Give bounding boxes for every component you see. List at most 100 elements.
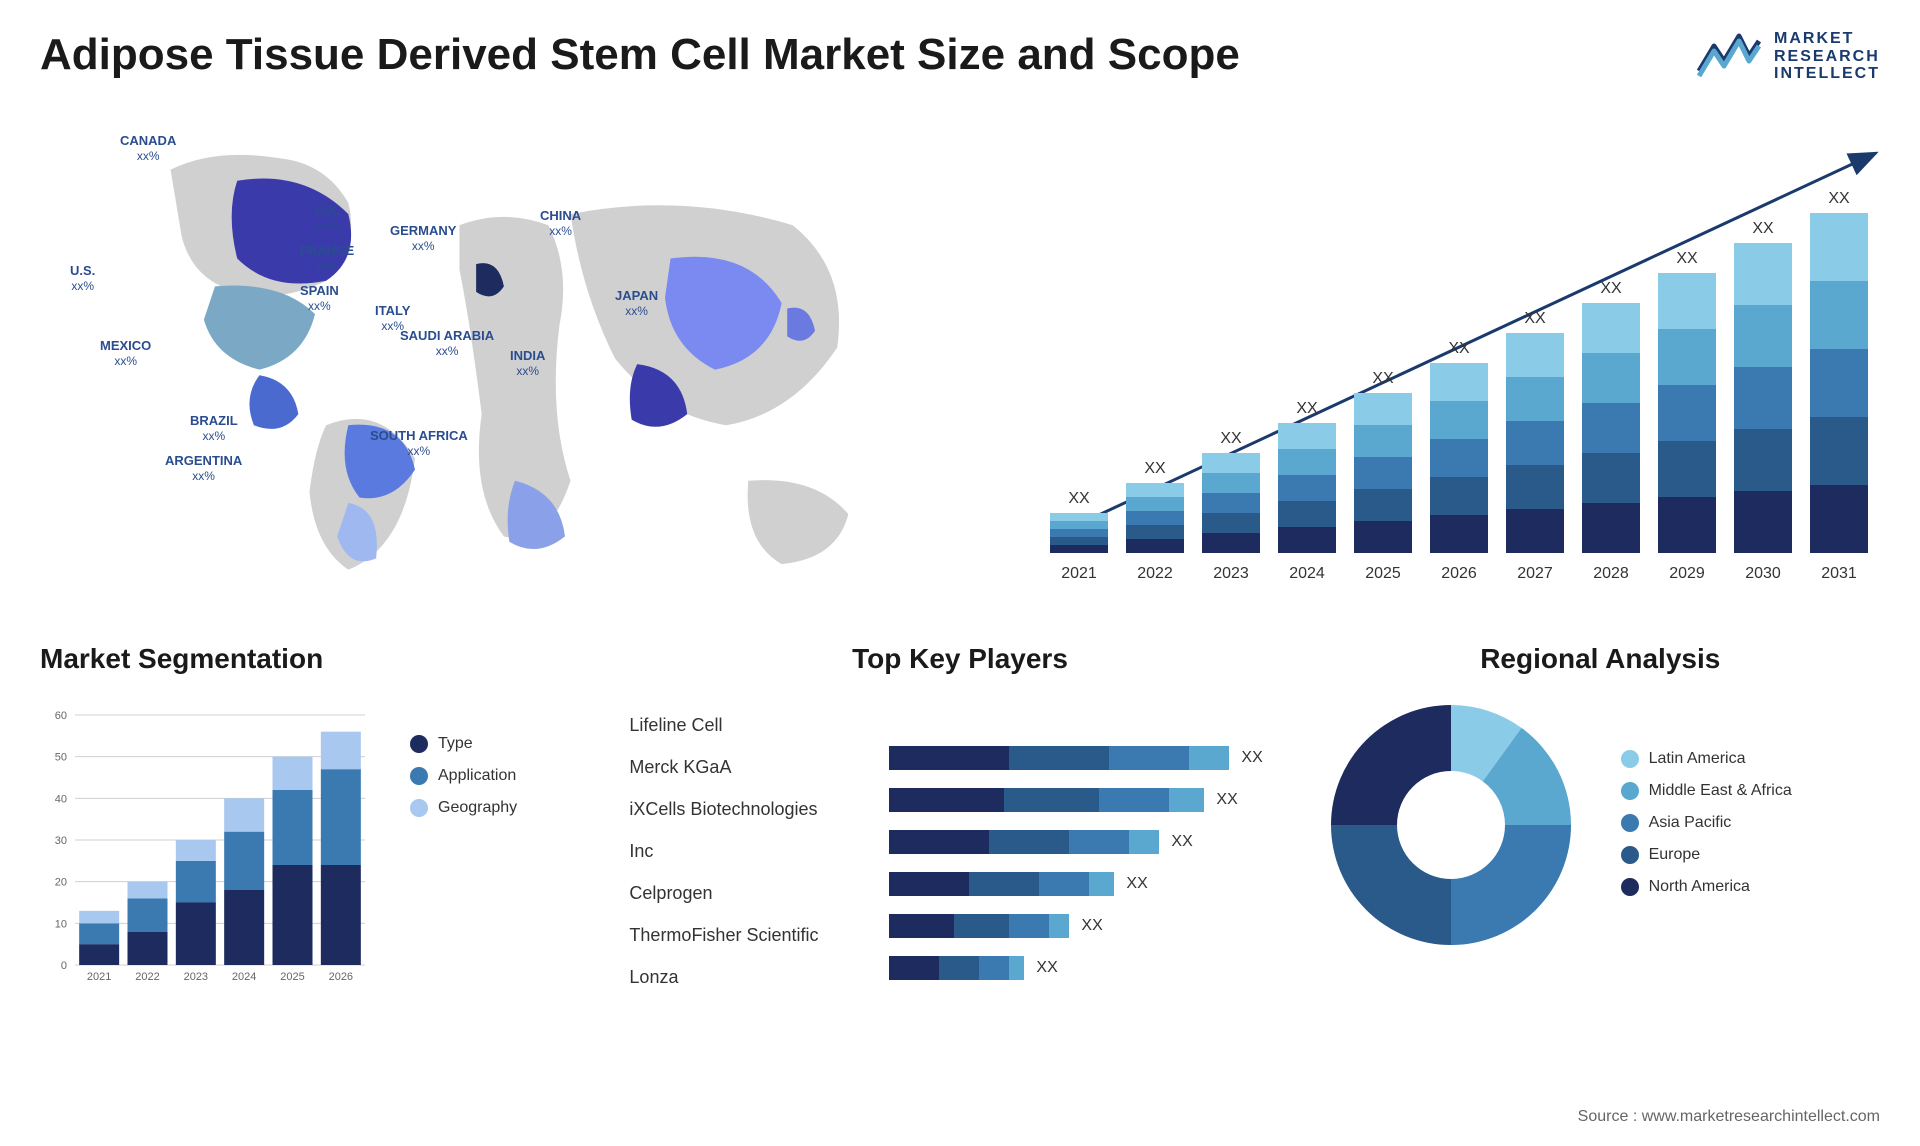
map-country-label: CANADAxx% — [120, 133, 176, 164]
bar-segment — [1278, 475, 1336, 501]
player-name-label: Celprogen — [629, 873, 889, 915]
page-title: Adipose Tissue Derived Stem Cell Market … — [40, 30, 1240, 80]
regional-analysis-section: Regional Analysis Latin AmericaMiddle Ea… — [1321, 643, 1880, 1023]
player-bar-segment — [1009, 956, 1024, 980]
seg-bar-segment — [176, 861, 216, 903]
logo-mark-icon — [1694, 31, 1764, 81]
player-bar-row: XX — [889, 947, 1290, 989]
legend-item: Asia Pacific — [1621, 814, 1792, 832]
bar-top-label: XX — [1296, 400, 1318, 417]
bar-segment — [1278, 449, 1336, 475]
map-country-label: GERMANYxx% — [390, 223, 456, 254]
svg-text:40: 40 — [55, 793, 67, 805]
bar-segment — [1126, 511, 1184, 525]
bar-segment — [1582, 303, 1640, 353]
segmentation-chart: 0102030405060202120222023202420252026 — [40, 695, 380, 995]
player-bar-segment — [1099, 788, 1169, 812]
bar-top-label: XX — [1068, 490, 1090, 507]
bar-segment — [1506, 421, 1564, 465]
bar-segment — [1658, 385, 1716, 441]
bar-segment — [1050, 545, 1108, 553]
bar-segment — [1430, 515, 1488, 553]
bar-segment — [1354, 393, 1412, 425]
source-attribution: Source : www.marketresearchintellect.com — [1578, 1108, 1880, 1126]
player-bar-segment — [889, 830, 989, 854]
bar-segment — [1506, 333, 1564, 377]
seg-bar-segment — [128, 898, 168, 931]
bar-segment — [1202, 473, 1260, 493]
seg-bar-segment — [224, 798, 264, 831]
bar-segment — [1202, 533, 1260, 553]
regional-legend: Latin AmericaMiddle East & AfricaAsia Pa… — [1621, 740, 1792, 910]
bar-top-label: XX — [1752, 220, 1774, 237]
map-country-label: MEXICOxx% — [100, 338, 151, 369]
bar-segment — [1202, 513, 1260, 533]
player-bar-segment — [889, 872, 969, 896]
player-bar-segment — [1049, 914, 1069, 938]
player-bar-segment — [1169, 788, 1204, 812]
player-bar-segment — [1109, 746, 1189, 770]
player-bar-row: XX — [889, 821, 1290, 863]
map-country-label: BRAZILxx% — [190, 413, 238, 444]
map-country-label: ARGENTINAxx% — [165, 453, 242, 484]
bar-segment — [1430, 439, 1488, 477]
bar-year-label: 2022 — [1137, 565, 1173, 582]
player-bar-row — [889, 695, 1290, 737]
player-bar-segment — [889, 788, 1004, 812]
bar-segment — [1810, 213, 1868, 281]
bar-segment — [1658, 441, 1716, 497]
legend-item: North America — [1621, 878, 1792, 896]
svg-text:20: 20 — [55, 876, 67, 888]
seg-bar-segment — [79, 923, 119, 944]
svg-text:2026: 2026 — [329, 971, 353, 983]
legend-item: Middle East & Africa — [1621, 782, 1792, 800]
player-bar-row: XX — [889, 905, 1290, 947]
player-bar-segment — [939, 956, 979, 980]
map-country-label: U.K.xx% — [315, 203, 341, 234]
bar-segment — [1810, 349, 1868, 417]
svg-text:60: 60 — [55, 710, 67, 722]
donut-slice — [1451, 825, 1571, 945]
bar-segment — [1582, 503, 1640, 553]
bar-segment — [1278, 527, 1336, 553]
player-bar-segment — [1089, 872, 1114, 896]
regional-title: Regional Analysis — [1321, 643, 1880, 675]
player-bar-segment — [889, 956, 939, 980]
player-bar-segment — [1004, 788, 1099, 812]
bar-year-label: 2025 — [1365, 565, 1401, 582]
bar-segment — [1582, 353, 1640, 403]
legend-item: Application — [410, 767, 517, 785]
player-name-label: Inc — [629, 831, 889, 873]
player-bar-segment — [889, 746, 1009, 770]
bar-segment — [1202, 493, 1260, 513]
bar-top-label: XX — [1600, 280, 1622, 297]
map-country-label: U.S.xx% — [70, 263, 95, 294]
player-bar-row: XX — [889, 863, 1290, 905]
segmentation-title: Market Segmentation — [40, 643, 599, 675]
svg-text:2023: 2023 — [184, 971, 208, 983]
map-country-label: JAPANxx% — [615, 288, 658, 319]
seg-bar-segment — [321, 731, 361, 769]
bar-segment — [1582, 453, 1640, 503]
player-value-label: XX — [1081, 917, 1102, 935]
bar-segment — [1354, 457, 1412, 489]
seg-bar-segment — [79, 944, 119, 965]
legend-item: Geography — [410, 799, 517, 817]
player-bar-segment — [1069, 830, 1129, 854]
seg-bar-segment — [273, 865, 313, 965]
bar-top-label: XX — [1828, 190, 1850, 207]
bar-year-label: 2027 — [1517, 565, 1553, 582]
bar-top-label: XX — [1372, 370, 1394, 387]
player-value-label: XX — [1126, 875, 1147, 893]
player-bar-segment — [1129, 830, 1159, 854]
player-value-label: XX — [1216, 791, 1237, 809]
svg-text:10: 10 — [55, 918, 67, 930]
seg-bar-segment — [176, 902, 216, 965]
bar-segment — [1050, 529, 1108, 537]
player-bar-segment — [1189, 746, 1229, 770]
bar-year-label: 2021 — [1061, 565, 1097, 582]
bar-year-label: 2023 — [1213, 565, 1249, 582]
svg-text:2024: 2024 — [232, 971, 256, 983]
donut-slice — [1331, 705, 1451, 825]
bar-segment — [1810, 485, 1868, 553]
